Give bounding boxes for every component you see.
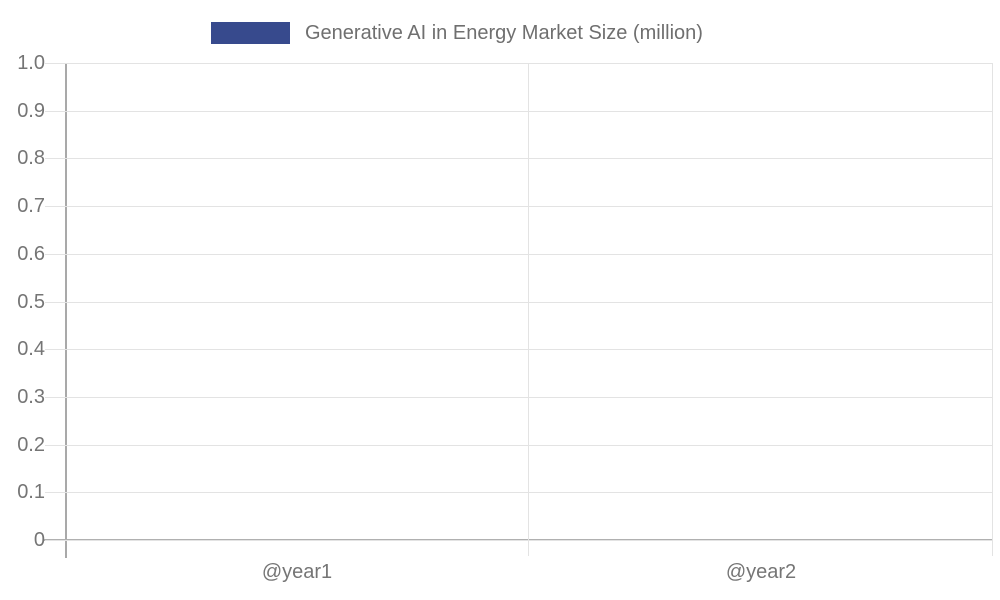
y-tick <box>45 492 65 493</box>
y-axis-tick-label: 0.4 <box>17 338 45 360</box>
y-gridline <box>65 158 993 159</box>
y-gridline <box>65 445 993 446</box>
y-tick <box>45 540 65 541</box>
y-axis-tick-label: 1.0 <box>17 52 45 74</box>
y-gridline <box>65 206 993 207</box>
y-gridline <box>65 254 993 255</box>
y-gridline <box>65 302 993 303</box>
x-axis-tick-label: @year1 <box>261 561 333 583</box>
y-axis-tick-label: 0.1 <box>17 481 45 503</box>
y-tick <box>45 158 65 159</box>
y-tick <box>45 63 65 64</box>
y-tick <box>45 111 65 112</box>
y-gridline <box>65 111 993 112</box>
y-axis-tick-label: 0.8 <box>17 147 45 169</box>
y-tick <box>45 302 65 303</box>
y-gridline <box>65 540 993 541</box>
y-tick <box>45 445 65 446</box>
chart-title: Generative AI in Energy Market Size (mil… <box>305 21 703 44</box>
plot-area <box>44 63 993 558</box>
y-gridline <box>65 349 993 350</box>
x-axis-tick-label: @year2 <box>725 561 797 583</box>
x-gridline <box>992 63 993 556</box>
y-axis-tick-label: 0.9 <box>17 100 45 122</box>
y-tick <box>45 397 65 398</box>
y-axis-tick-label: 0.7 <box>17 195 45 217</box>
y-axis-tick-label: 0 <box>33 529 45 551</box>
y-axis-tick-label: 0.5 <box>17 291 45 313</box>
y-tick <box>45 349 65 350</box>
y-gridline <box>65 492 993 493</box>
y-tick <box>45 206 65 207</box>
y-gridline <box>65 63 993 64</box>
y-axis-tick-label: 0.2 <box>17 434 45 456</box>
y-tick <box>45 254 65 255</box>
legend-swatch <box>211 22 290 44</box>
y-axis-tick-label: 0.6 <box>17 243 45 265</box>
x-gridline <box>528 63 529 556</box>
y-gridline <box>65 397 993 398</box>
y-axis-tick-label: 0.3 <box>17 386 45 408</box>
chart-legend: Generative AI in Energy Market Size (mil… <box>211 19 703 47</box>
y-axis-line <box>65 63 67 558</box>
